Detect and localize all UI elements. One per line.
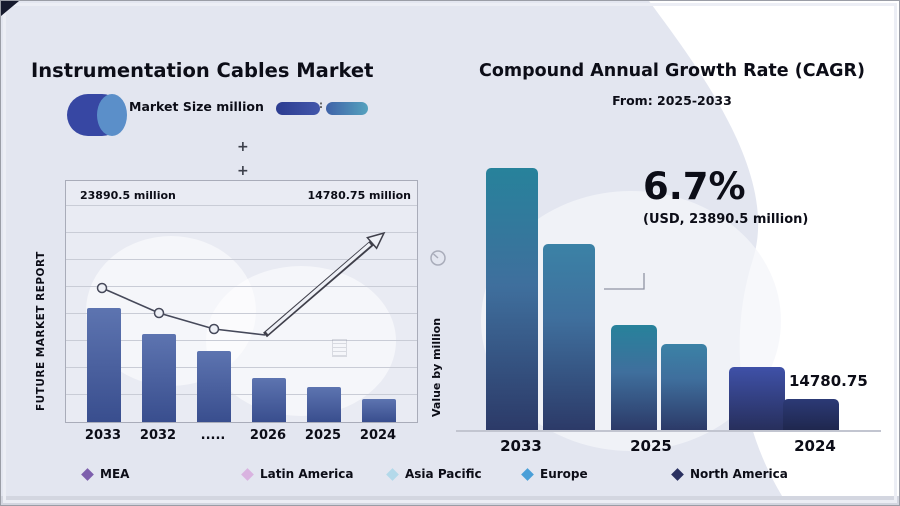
cloud-decoration (206, 266, 396, 416)
x-label-2033: 2033 (500, 437, 542, 455)
ratio-separator: : (319, 100, 323, 111)
legend-label: Europe (540, 467, 588, 481)
market-size-chart: 23890.5 million 14780.75 million (65, 180, 418, 423)
x-label-2025: 2025 (630, 437, 672, 455)
right-panel-title: Compound Annual Growth Rate (CAGR) (479, 61, 865, 81)
gridline (66, 232, 417, 233)
gridline (66, 286, 417, 287)
cagr-detail: (USD, 23890.5 million) (643, 212, 809, 227)
plus-mark-icon: + (237, 139, 249, 155)
ratio-pill-left (276, 102, 320, 115)
cagr-bar-2033-1 (486, 168, 538, 430)
cagr-bar-2024-2 (783, 399, 839, 430)
market-size-bar-2026 (252, 378, 286, 422)
gridline (66, 340, 417, 341)
x-label-2032: 2032 (139, 428, 177, 443)
legend-label: Latin America (260, 467, 354, 481)
plus-mark-icon: + (237, 163, 249, 179)
legend-label: North America (690, 467, 788, 481)
ratio-pill-right (326, 102, 368, 115)
step-bracket-line (604, 273, 645, 290)
market-size-bar-2032 (142, 334, 176, 422)
x-label-2033: 2033 (84, 428, 122, 443)
legend: MEA Latin America Asia Pacific Europe North … (1, 467, 899, 487)
market-size-bar-2033 (87, 308, 121, 422)
chart-value-left: 23890.5 million (80, 189, 176, 202)
legend-item-latin-america: Latin America (241, 467, 354, 481)
diamond-icon (671, 467, 684, 481)
legend-item-mea: MEA (81, 467, 130, 481)
market-size-bar-..... (197, 351, 231, 422)
trend-line-and-arrow (96, 231, 386, 338)
gridline (66, 259, 417, 260)
diamond-icon (386, 467, 399, 481)
right-chart-baseline (456, 430, 881, 432)
note-watermark-icon (332, 339, 347, 357)
x-label-2026: 2026 (249, 428, 287, 443)
market-size-label: Market Size million (129, 99, 264, 114)
legend-item-europe: Europe (521, 467, 588, 481)
cylinder-cap-icon (97, 94, 127, 136)
gridline (66, 313, 417, 314)
value-axis-label: Value by million (430, 317, 443, 417)
x-label-2025: 2025 (304, 428, 342, 443)
market-size-bar-2025 (307, 387, 341, 422)
x-label-2024: 2024 (794, 437, 836, 455)
cagr-bar-2025-2 (661, 344, 707, 430)
diamond-icon (241, 467, 254, 481)
x-label-.....: ..... (200, 428, 226, 443)
legend-item-north-america: North America (671, 467, 788, 481)
chart-value-right: 14780.75 million (307, 189, 411, 202)
clock-icon (430, 250, 446, 266)
market-size-bar-2024 (362, 399, 396, 422)
gridline (66, 394, 417, 395)
gridline (66, 367, 417, 368)
cagr-bar-2033-2 (543, 244, 595, 430)
cagr-bar-2024-1 (729, 367, 785, 430)
cagr-bar-2025-1 (611, 325, 657, 430)
legend-label: MEA (100, 467, 130, 481)
future-market-report-watermark: FUTURE MARKET REPORT (35, 251, 47, 411)
diamond-icon (81, 467, 94, 481)
legend-label: Asia Pacific (405, 467, 482, 481)
gridline (66, 205, 417, 206)
left-panel-title: Instrumentation Cables Market (31, 59, 374, 82)
cagr-value: 6.7% (643, 165, 746, 208)
legend-item-asia-pacific: Asia Pacific (386, 467, 482, 481)
value-data-label: 14780.75 (789, 372, 868, 390)
diamond-icon (521, 467, 534, 481)
x-label-2024: 2024 (359, 428, 397, 443)
right-panel-subtitle: From: 2025-2033 (612, 93, 732, 108)
bottom-strip (1, 496, 899, 505)
